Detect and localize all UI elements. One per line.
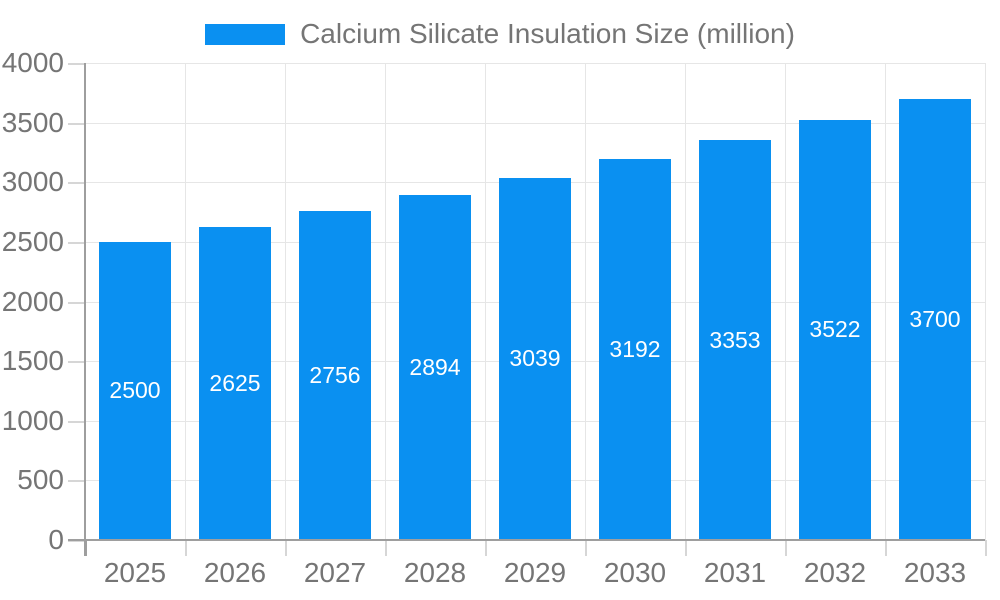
- x-axis-tick-label: 2029: [503, 557, 567, 588]
- gridline: [85, 63, 985, 64]
- bar-2033[interactable]: 3700: [899, 98, 971, 540]
- legend-swatch: [205, 23, 286, 45]
- legend-label: Calcium Silicate Insulation Size (millio…: [300, 18, 795, 49]
- bar-2027[interactable]: 2756: [299, 211, 371, 540]
- y-axis-tick-label: 2500: [1, 225, 64, 257]
- gridline: [785, 63, 786, 540]
- gridline: [385, 63, 386, 540]
- legend[interactable]: Calcium Silicate Insulation Size (millio…: [0, 19, 1000, 49]
- bar-value-label: 3700: [909, 305, 961, 332]
- bar-2028[interactable]: 2894: [399, 194, 471, 540]
- axis-tick: [485, 540, 487, 556]
- bar-value-label: 2625: [209, 369, 261, 396]
- axis-tick: [385, 540, 387, 556]
- axis-tick: [85, 540, 87, 556]
- bar-2032[interactable]: 3522: [799, 120, 871, 540]
- axis-tick: [68, 241, 85, 244]
- y-axis-tick-label: 3000: [1, 166, 64, 198]
- axis-tick: [68, 540, 85, 542]
- x-axis-tick-label: 2028: [403, 557, 467, 588]
- x-axis-tick-label: 2031: [703, 557, 767, 588]
- y-axis-line: [84, 63, 86, 556]
- bar-2026[interactable]: 2625: [199, 226, 271, 540]
- gridline: [685, 63, 686, 540]
- axis-tick: [68, 182, 85, 185]
- bar-value-label: 3039: [509, 345, 561, 372]
- gridline: [85, 122, 985, 124]
- x-axis-tick-label: 2032: [803, 557, 867, 588]
- axis-tick: [285, 540, 287, 556]
- gridline: [585, 63, 586, 540]
- bar-value-label: 2500: [109, 377, 161, 404]
- y-axis-tick-label: 1500: [1, 345, 64, 377]
- x-axis-tick-label: 2030: [603, 557, 667, 588]
- axis-tick: [68, 301, 85, 304]
- x-axis-tick-label: 2027: [303, 557, 367, 588]
- bar-2030[interactable]: 3192: [599, 159, 671, 540]
- axis-tick: [68, 122, 85, 125]
- axis-tick: [68, 63, 85, 65]
- axis-tick: [585, 540, 587, 556]
- y-axis-tick-label: 4000: [1, 47, 64, 78]
- x-axis-line: [68, 539, 985, 541]
- axis-tick: [685, 540, 687, 556]
- bar-2029[interactable]: 3039: [499, 177, 571, 540]
- bar-value-label: 2894: [409, 353, 461, 380]
- x-axis-tick-label: 2026: [203, 557, 267, 588]
- axis-tick: [885, 540, 887, 556]
- y-axis-tick-label: 3500: [1, 106, 64, 138]
- axis-tick: [785, 540, 787, 556]
- x-axis-tick-label: 2025: [103, 557, 167, 588]
- y-axis-tick-label: 500: [17, 464, 64, 496]
- y-axis-tick-label: 2000: [1, 285, 64, 317]
- axis-tick: [68, 480, 85, 483]
- y-axis-tick-label: 0: [48, 524, 64, 555]
- bar-value-label: 3192: [609, 336, 661, 363]
- gridline: [985, 63, 986, 540]
- bar-value-label: 3353: [709, 326, 761, 353]
- gridline: [885, 63, 886, 540]
- gridline: [485, 63, 486, 540]
- gridline: [285, 63, 286, 540]
- axis-tick: [185, 540, 187, 556]
- bar-2031[interactable]: 3353: [699, 140, 771, 540]
- bar-2025[interactable]: 2500: [99, 241, 171, 540]
- gridline: [185, 63, 186, 540]
- axis-tick: [68, 361, 85, 364]
- bar-value-label: 3522: [809, 316, 861, 343]
- axis-tick: [68, 420, 85, 423]
- x-axis-tick-label: 2033: [903, 557, 967, 588]
- axis-tick: [985, 540, 987, 556]
- y-axis-tick-label: 1000: [1, 404, 64, 436]
- bar-value-label: 2756: [309, 362, 361, 389]
